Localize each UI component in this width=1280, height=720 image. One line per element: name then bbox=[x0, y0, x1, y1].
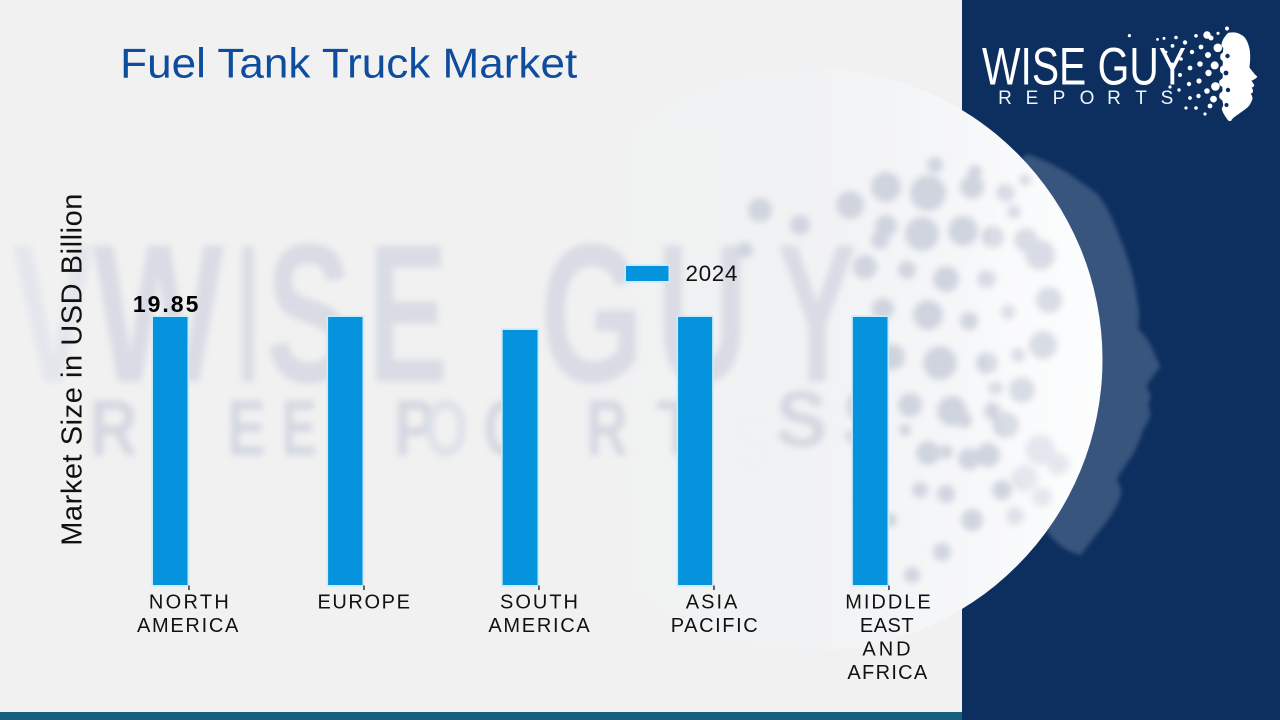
svg-text:Fuel Tank Truck Market: Fuel Tank Truck Market bbox=[120, 40, 577, 87]
svg-text:R: R bbox=[90, 383, 138, 472]
svg-text:R: R bbox=[586, 383, 628, 472]
svg-text:P: P bbox=[1053, 88, 1066, 109]
svg-text:V: V bbox=[12, 203, 94, 424]
svg-text:G: G bbox=[540, 203, 644, 424]
svg-text:MIDDLE: MIDDLE bbox=[845, 592, 933, 614]
svg-text:19.85: 19.85 bbox=[133, 291, 201, 317]
svg-text:SOUTH: SOUTH bbox=[500, 592, 580, 614]
svg-text:EAST: EAST bbox=[860, 615, 914, 637]
svg-text:Y: Y bbox=[777, 203, 857, 424]
svg-text:ASIA: ASIA bbox=[686, 592, 740, 614]
svg-text:EUROPE: EUROPE bbox=[317, 592, 411, 614]
svg-text:R: R bbox=[998, 88, 1012, 109]
svg-text:PACIFIC: PACIFIC bbox=[671, 615, 760, 637]
svg-text:E: E bbox=[282, 383, 317, 472]
svg-text:AMERICA: AMERICA bbox=[488, 615, 591, 637]
svg-text:E: E bbox=[368, 203, 448, 424]
svg-text:Market Size in USD Billion: Market Size in USD Billion bbox=[57, 193, 89, 546]
svg-text:S: S bbox=[776, 374, 828, 463]
svg-text:AMERICA: AMERICA bbox=[137, 615, 240, 637]
svg-text:AFRICA: AFRICA bbox=[847, 662, 928, 684]
svg-text:T: T bbox=[1135, 88, 1147, 109]
svg-text:AND: AND bbox=[862, 639, 913, 661]
svg-text:E: E bbox=[1026, 88, 1039, 109]
svg-text:P: P bbox=[394, 383, 436, 472]
svg-text:O: O bbox=[424, 383, 468, 472]
svg-text:NORTH: NORTH bbox=[149, 592, 231, 614]
svg-text:S: S bbox=[1161, 88, 1174, 109]
svg-text:R: R bbox=[1107, 88, 1121, 109]
svg-text:I: I bbox=[237, 203, 259, 424]
svg-text:O: O bbox=[1080, 88, 1095, 109]
svg-text:E: E bbox=[227, 383, 265, 472]
svg-text:2024: 2024 bbox=[686, 261, 738, 286]
svg-text:WISE GUY: WISE GUY bbox=[982, 37, 1186, 96]
svg-text:S: S bbox=[731, 397, 774, 486]
